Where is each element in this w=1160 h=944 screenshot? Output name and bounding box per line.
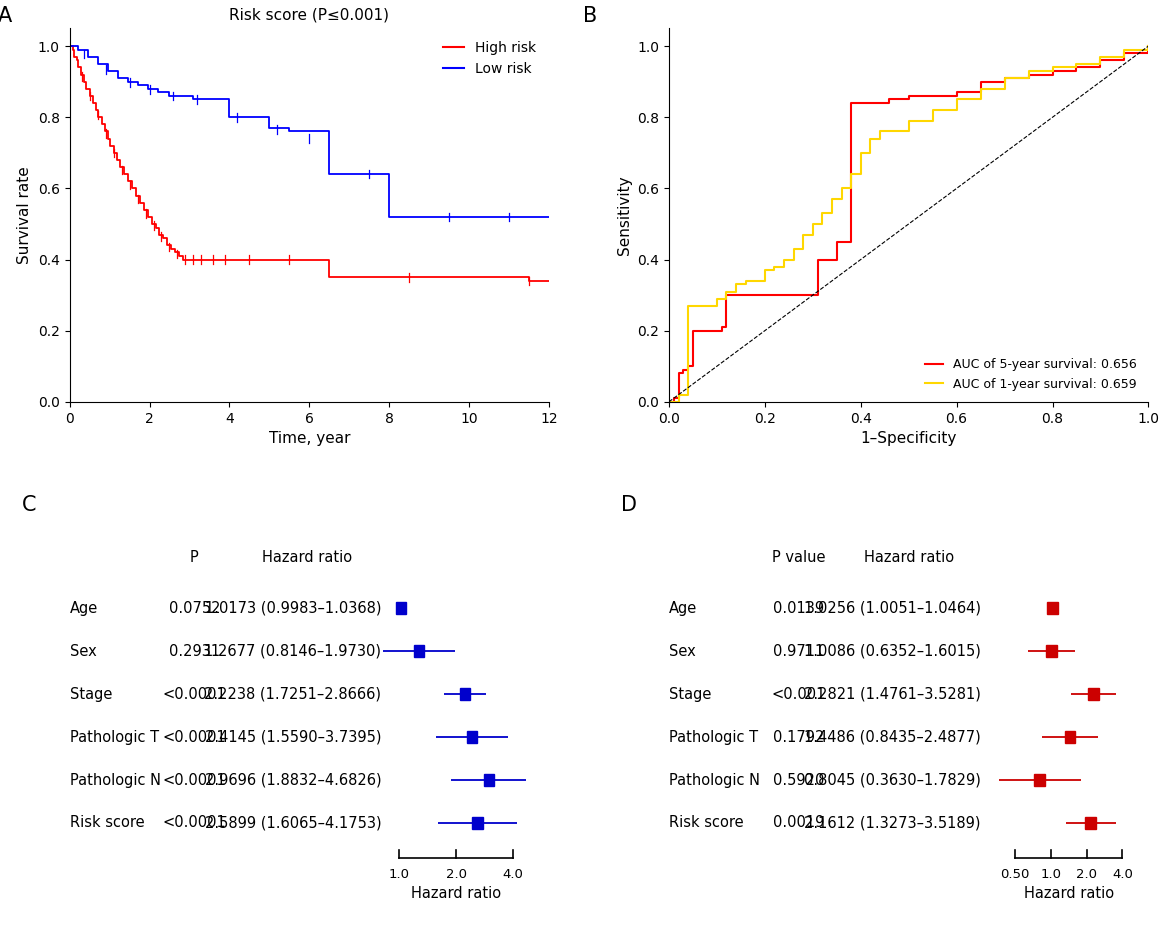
Text: <0.0001: <0.0001 (162, 686, 226, 701)
Text: 1.0256 (1.0051–1.0464): 1.0256 (1.0051–1.0464) (804, 600, 980, 615)
Bar (396, 602, 406, 615)
Bar (459, 688, 470, 700)
Bar (1046, 646, 1057, 657)
Text: 1.4486 (0.8435–2.4877): 1.4486 (0.8435–2.4877) (804, 730, 980, 745)
Text: A: A (0, 6, 12, 25)
Text: Age: Age (669, 600, 697, 615)
Text: <0.0001: <0.0001 (162, 730, 226, 745)
Text: Hazard ratio: Hazard ratio (262, 550, 351, 565)
Text: 2.5899 (1.6065–4.1753): 2.5899 (1.6065–4.1753) (204, 816, 382, 831)
Text: Pathologic T: Pathologic T (669, 730, 757, 745)
Text: 0.8045 (0.3630–1.7829): 0.8045 (0.3630–1.7829) (804, 772, 980, 787)
Text: Pathologic T: Pathologic T (70, 730, 159, 745)
Text: Age: Age (70, 600, 97, 615)
Text: 0.0752: 0.0752 (168, 600, 220, 615)
Text: C: C (22, 496, 36, 515)
Bar (1086, 817, 1096, 829)
Text: 2.0: 2.0 (445, 868, 466, 881)
Text: Risk score: Risk score (669, 816, 744, 831)
Text: 1.0: 1.0 (1041, 868, 1061, 881)
Text: 0.5920: 0.5920 (773, 772, 824, 787)
Text: 1.0: 1.0 (389, 868, 409, 881)
Text: 1.0173 (0.9983–1.0368): 1.0173 (0.9983–1.0368) (205, 600, 382, 615)
Text: B: B (582, 6, 597, 25)
Text: 2.2821 (1.4761–3.5281): 2.2821 (1.4761–3.5281) (804, 686, 980, 701)
Text: <0.001: <0.001 (771, 686, 826, 701)
Text: Stage: Stage (70, 686, 113, 701)
Bar (414, 646, 425, 657)
Text: Hazard ratio: Hazard ratio (1024, 886, 1114, 902)
X-axis label: 1–Specificity: 1–Specificity (861, 431, 957, 447)
Text: Hazard ratio: Hazard ratio (863, 550, 954, 565)
Text: 4.0: 4.0 (1112, 868, 1133, 881)
Text: <0.0001: <0.0001 (162, 772, 226, 787)
Bar (484, 774, 494, 786)
Legend: High risk, Low risk: High risk, Low risk (438, 35, 542, 81)
Text: Sex: Sex (70, 644, 96, 659)
Text: 0.0139: 0.0139 (773, 600, 824, 615)
Text: 0.1792: 0.1792 (773, 730, 824, 745)
Text: Stage: Stage (669, 686, 711, 701)
Bar (1035, 774, 1045, 786)
Text: D: D (621, 496, 637, 515)
Bar (1047, 602, 1058, 615)
Y-axis label: Survival rate: Survival rate (17, 166, 32, 264)
Y-axis label: Sensitivity: Sensitivity (617, 176, 632, 255)
Legend: AUC of 5-year survival: 0.656, AUC of 1-year survival: 0.659: AUC of 5-year survival: 0.656, AUC of 1-… (920, 353, 1143, 396)
Text: Hazard ratio: Hazard ratio (412, 886, 501, 902)
Text: 0.50: 0.50 (1001, 868, 1030, 881)
Bar (472, 817, 483, 829)
Text: 0.9711: 0.9711 (773, 644, 824, 659)
Text: 0.0019: 0.0019 (773, 816, 824, 831)
Text: 2.4145 (1.5590–3.7395): 2.4145 (1.5590–3.7395) (205, 730, 382, 745)
Text: 0.2931: 0.2931 (168, 644, 220, 659)
Bar (1065, 731, 1075, 743)
Text: Risk score: Risk score (70, 816, 144, 831)
Text: <0.0001: <0.0001 (162, 816, 226, 831)
Text: 4.0: 4.0 (503, 868, 524, 881)
Text: 1.2677 (0.8146–1.9730): 1.2677 (0.8146–1.9730) (204, 644, 382, 659)
X-axis label: Time, year: Time, year (269, 431, 350, 447)
Text: Pathologic N: Pathologic N (70, 772, 160, 787)
Text: P value: P value (771, 550, 825, 565)
Text: 2.1612 (1.3273–3.5189): 2.1612 (1.3273–3.5189) (804, 816, 980, 831)
Text: Pathologic N: Pathologic N (669, 772, 760, 787)
Text: 2.0: 2.0 (1076, 868, 1097, 881)
Text: Sex: Sex (669, 644, 696, 659)
Bar (466, 731, 477, 743)
Text: P: P (190, 550, 198, 565)
Text: 2.9696 (1.8832–4.6826): 2.9696 (1.8832–4.6826) (204, 772, 382, 787)
Text: 2.2238 (1.7251–2.8666): 2.2238 (1.7251–2.8666) (204, 686, 382, 701)
Title: Risk score (P≤0.001): Risk score (P≤0.001) (230, 8, 390, 23)
Bar (1088, 688, 1099, 700)
Text: 1.0086 (0.6352–1.6015): 1.0086 (0.6352–1.6015) (804, 644, 980, 659)
